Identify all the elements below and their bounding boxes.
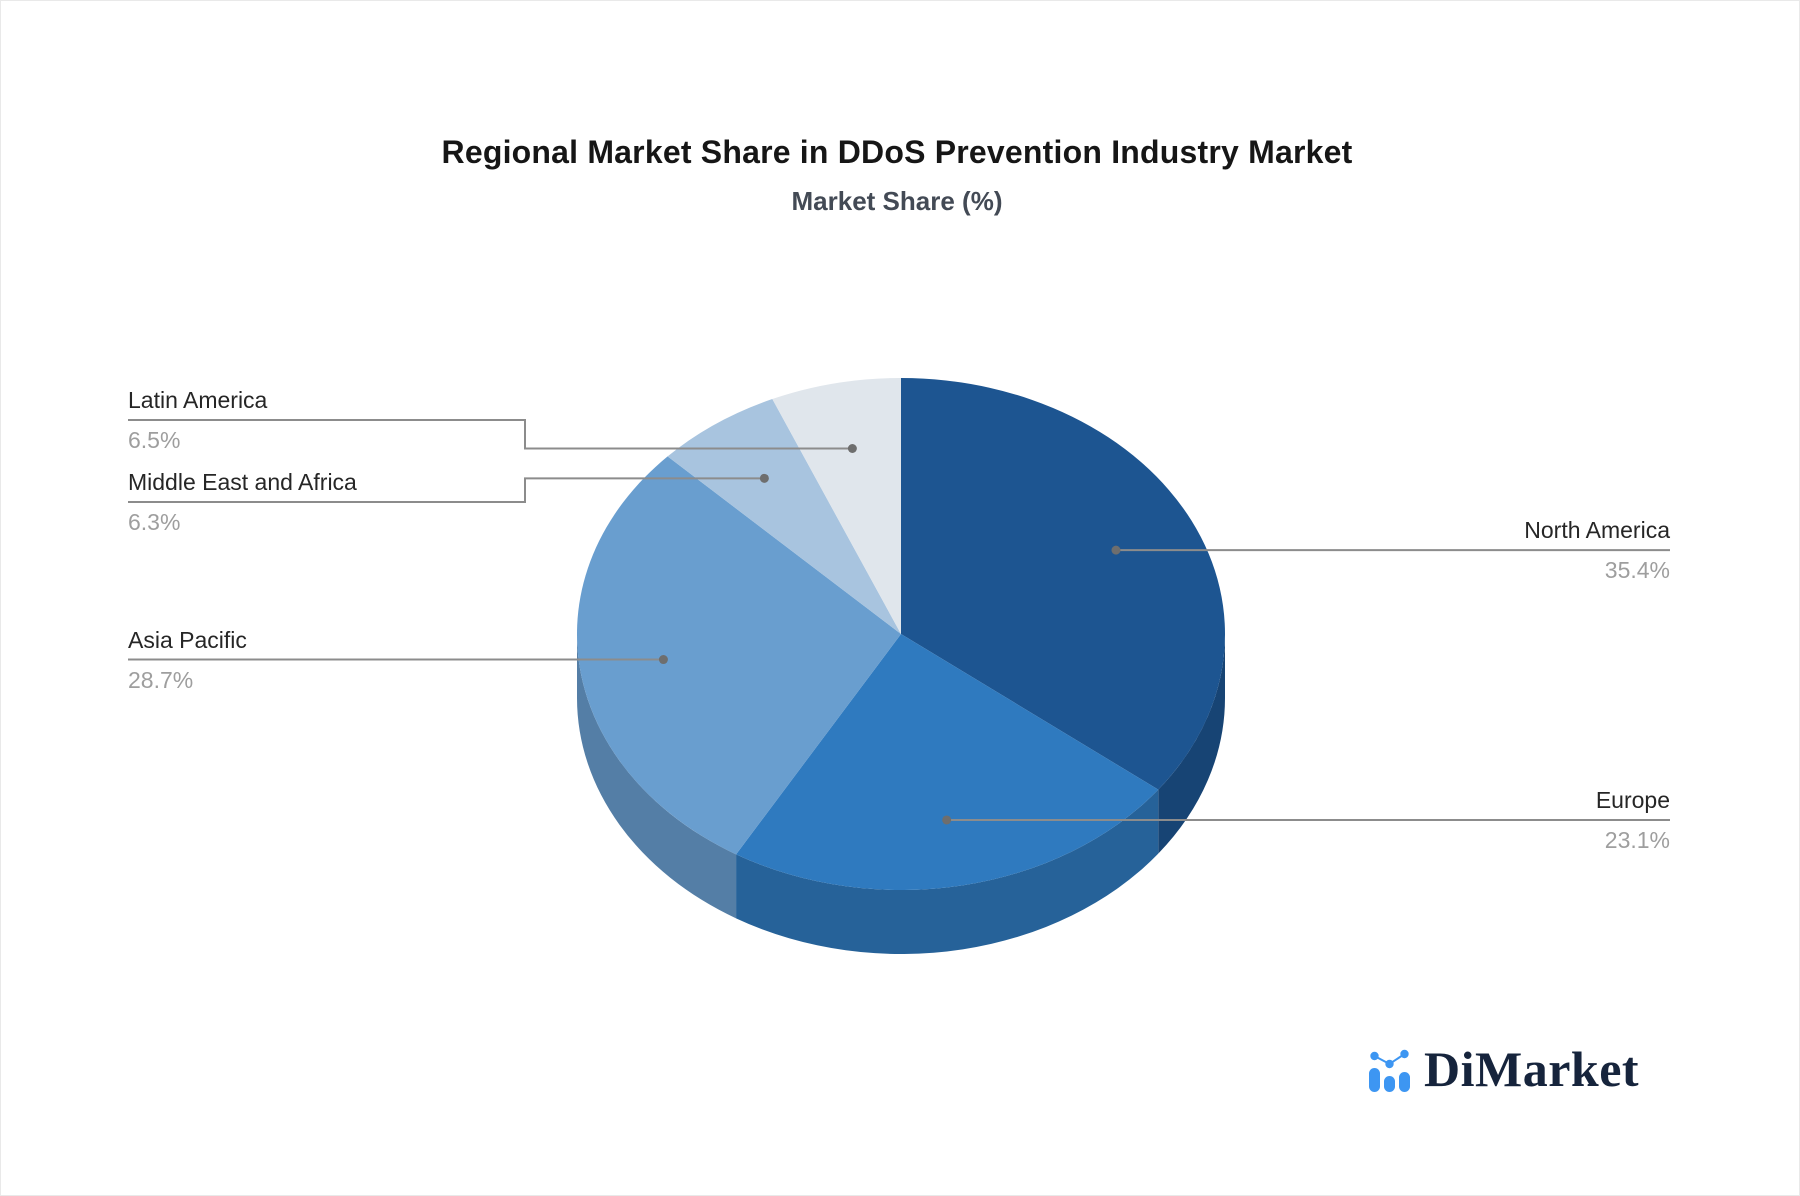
- label-north-america: North America: [1524, 517, 1670, 544]
- value-middle-east-and-africa: 6.3%: [128, 509, 180, 536]
- pie-slice-latin-america[interactable]: [772, 378, 901, 634]
- pie-slice-side-north-america: [1158, 634, 1225, 854]
- label-europe-name: Europe: [1595, 787, 1670, 813]
- pie-slice-middle-east-and-africa[interactable]: [667, 399, 901, 634]
- value-latin-america: 6.5%: [128, 427, 180, 454]
- value-latin-america-text: 6.5%: [128, 427, 181, 453]
- logo-text: DiMarket: [1424, 1041, 1640, 1097]
- label-asia-pacific: Asia Pacific: [128, 627, 247, 654]
- label-line-latin-america: [128, 419, 853, 450]
- label-latin-america-name: Latin America: [128, 387, 268, 413]
- label-line-middle-east-and-africa: [128, 477, 765, 503]
- label-dot-asia-pacific: [658, 655, 668, 665]
- logo-icon-part: [1384, 1076, 1395, 1092]
- logo-icon-part: [1400, 1049, 1409, 1059]
- label-dot-north-america: [1111, 545, 1121, 555]
- label-dot-middle-east-and-africa: [759, 473, 769, 483]
- value-north-america-text: 35.4%: [1604, 557, 1670, 583]
- chart-title: Regional Market Share in DDoS Prevention…: [441, 134, 1353, 170]
- label-latin-america: Latin America: [128, 387, 267, 414]
- label-europe: Europe: [1596, 787, 1670, 814]
- label-middle-east-and-africa-name: Middle East and Africa: [128, 469, 357, 495]
- chart-subtitle: Market Share (%): [791, 186, 1003, 216]
- logo-icon-part: [1385, 1059, 1394, 1069]
- label-dot-latin-america: [847, 443, 857, 453]
- logo-icon-part: [1399, 1072, 1410, 1092]
- value-asia-pacific: 28.7%: [128, 667, 193, 694]
- label-asia-pacific-name: Asia Pacific: [128, 627, 247, 653]
- logo-bar-chart-with-trend-dots-icon: [1369, 1049, 1410, 1092]
- label-north-america-name: North America: [1524, 517, 1670, 543]
- logo-icon-part: [1369, 1068, 1380, 1092]
- pie-slice-europe[interactable]: [736, 634, 1159, 891]
- pie-slice-side-europe: [736, 789, 1159, 955]
- pie-slice-side-asia-pacific: [577, 634, 737, 919]
- logo-icon-part: [1370, 1051, 1379, 1061]
- pie-slice-north-america[interactable]: [901, 378, 1225, 790]
- value-middle-east-and-africa-text: 6.3%: [128, 509, 181, 535]
- value-north-america: 35.4%: [1605, 557, 1670, 584]
- label-middle-east-and-africa: Middle East and Africa: [128, 469, 357, 496]
- label-dot-europe: [942, 815, 952, 825]
- value-europe: 23.1%: [1605, 827, 1670, 854]
- pie-slice-asia-pacific[interactable]: [576, 456, 901, 855]
- value-asia-pacific-text: 28.7%: [128, 667, 194, 693]
- value-europe-text: 23.1%: [1604, 827, 1670, 853]
